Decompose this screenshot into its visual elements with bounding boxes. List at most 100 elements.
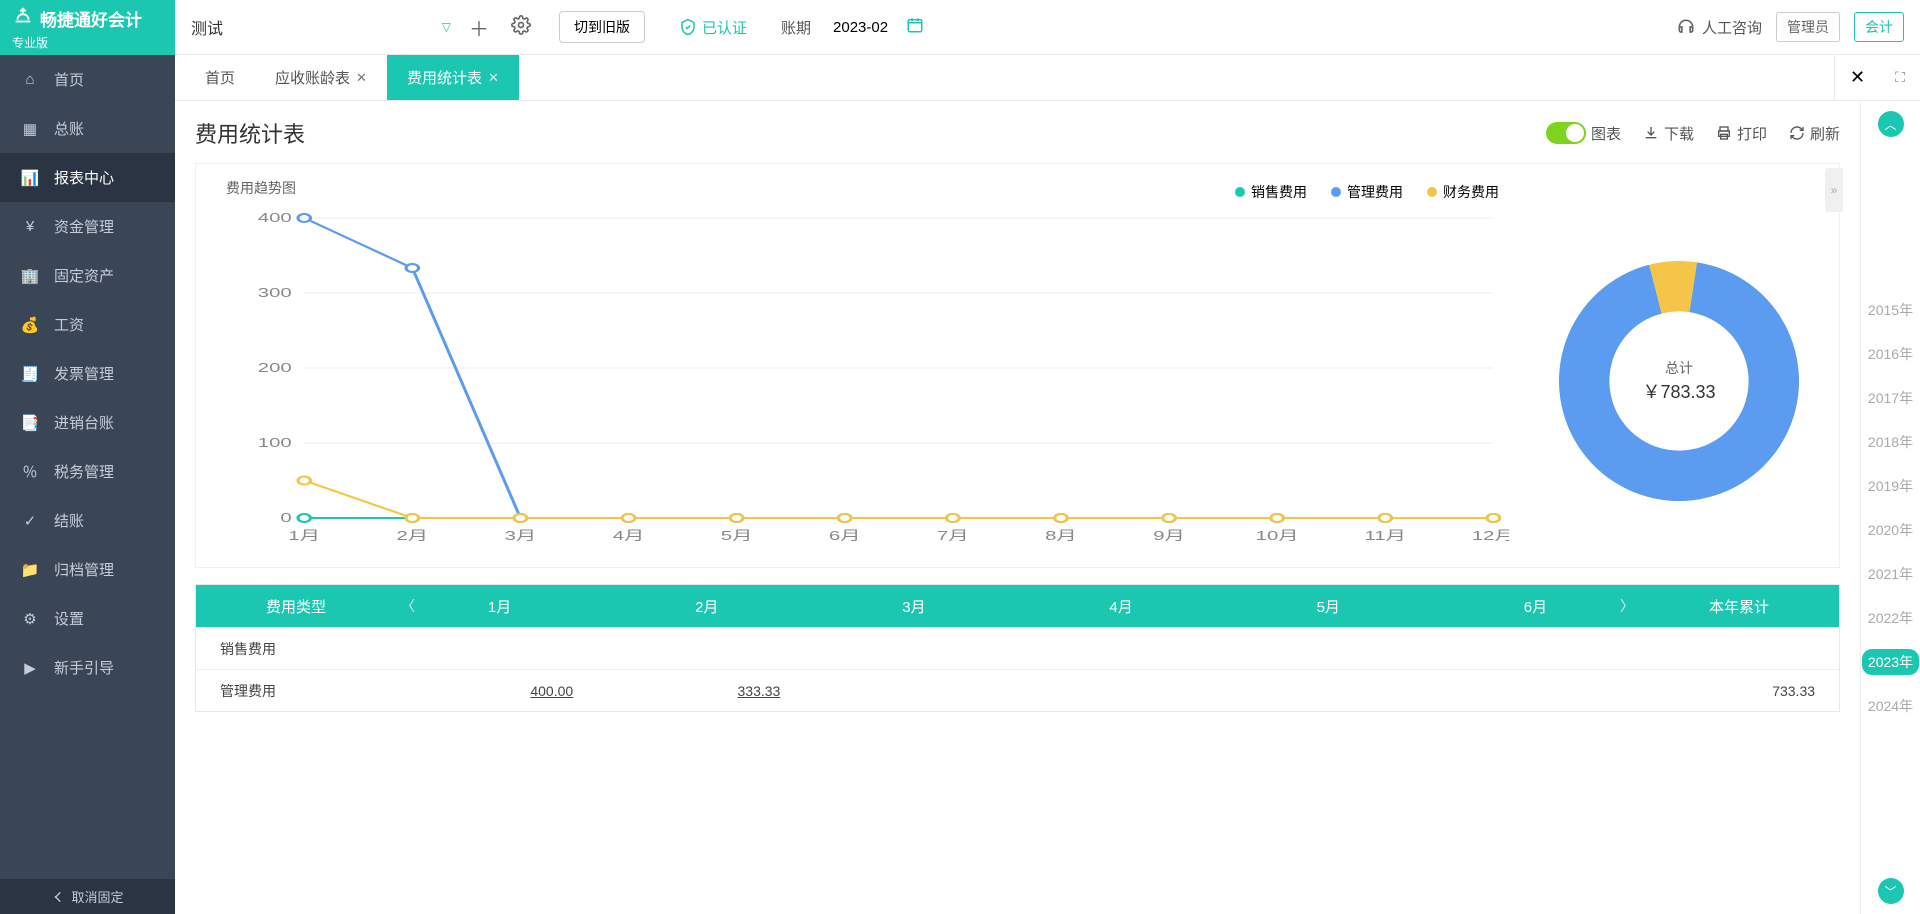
sidebar-item-12[interactable]: ▶新手引导 [0, 643, 175, 692]
year-option[interactable]: 2023年 [1862, 649, 1919, 675]
svg-text:7月: 7月 [937, 529, 969, 543]
year-down-button[interactable]: ﹀ [1878, 878, 1904, 904]
nav-icon: 📁 [20, 560, 40, 580]
sidebar-item-10[interactable]: 📁归档管理 [0, 545, 175, 594]
page: 费用统计表 图表 下载 打印 [175, 101, 1860, 914]
year-option[interactable]: 2017年 [1862, 385, 1919, 411]
tab-0[interactable]: 首页 [185, 55, 255, 100]
svg-text:400: 400 [258, 211, 292, 225]
nav-icon: ✓ [20, 511, 40, 531]
year-up-button[interactable]: ︿ [1878, 111, 1904, 137]
tab-close-icon[interactable]: ✕ [356, 70, 367, 86]
th-month: 5月 [1225, 596, 1432, 617]
nav-icon: ⚙ [20, 609, 40, 629]
nav: ⌂首页▦总账📊报表中心¥资金管理🏢固定资产💰工资🧾发票管理📑进销台账％税务管理✓… [0, 55, 175, 879]
legend-item[interactable]: 销售费用 [1235, 182, 1307, 202]
svg-text:9月: 9月 [1153, 529, 1185, 543]
sidebar-item-2[interactable]: 📊报表中心 [0, 153, 175, 202]
year-option[interactable]: 2021年 [1862, 561, 1919, 587]
tab-2[interactable]: 费用统计表✕ [387, 55, 519, 100]
next-months-button[interactable]: 〉 [1620, 596, 1634, 616]
nav-icon: ¥ [20, 217, 40, 237]
year-option[interactable]: 2024年 [1862, 693, 1919, 719]
th-month: 3月 [810, 596, 1017, 617]
year-option[interactable]: 2019年 [1862, 473, 1919, 499]
sidebar: 畅捷通好会计 专业版 ⌂首页▦总账📊报表中心¥资金管理🏢固定资产💰工资🧾发票管理… [0, 0, 175, 914]
sidebar-item-8[interactable]: ％税务管理 [0, 447, 175, 496]
tab-1[interactable]: 应收账龄表✕ [255, 55, 387, 100]
prev-months-button[interactable]: 〈 [401, 596, 415, 616]
table-cell[interactable]: 400.00 [396, 683, 603, 699]
sidebar-item-1[interactable]: ▦总账 [0, 104, 175, 153]
verified-badge: 已认证 [679, 17, 747, 38]
period-value[interactable]: 2023-02 [833, 19, 888, 36]
sidebar-item-3[interactable]: ¥资金管理 [0, 202, 175, 251]
sidebar-item-9[interactable]: ✓结账 [0, 496, 175, 545]
chart-toggle[interactable]: 图表 [1546, 122, 1621, 144]
old-version-button[interactable]: 切到旧版 [559, 11, 645, 43]
tabs: 首页应收账龄表✕费用统计表✕✕ ⛶ [175, 55, 1920, 101]
page-title: 费用统计表 [195, 117, 305, 149]
brand-name: 畅捷通好会计 [40, 6, 142, 31]
table-cell[interactable]: 333.33 [603, 683, 810, 699]
donut-value: ￥783.33 [1642, 378, 1715, 404]
chart-card: » 费用趋势图 销售费用管理费用财务费用 01002003004001月2月3月… [195, 163, 1840, 568]
add-icon[interactable]: ＋ [465, 9, 493, 46]
nav-icon: 📑 [20, 413, 40, 433]
sidebar-item-0[interactable]: ⌂首页 [0, 55, 175, 104]
close-all-tabs-button[interactable]: ✕ [1834, 55, 1880, 100]
legend-item[interactable]: 管理费用 [1331, 182, 1403, 202]
year-option[interactable]: 2020年 [1862, 517, 1919, 543]
fullscreen-icon[interactable]: ⛶ [1880, 55, 1920, 100]
topbar: 测试 ▽ ＋ 切到旧版 已认证 账期 2023-02 人工咨询 管理员 [175, 0, 1920, 55]
year-option[interactable]: 2022年 [1862, 605, 1919, 631]
svg-text:4月: 4月 [613, 529, 645, 543]
gear-icon[interactable] [507, 11, 535, 44]
donut-label: 总计 [1642, 358, 1715, 378]
year-rail: ︿ 2015年 2016年 2017年 2018年 2019年 2020年 2021年 202… [1860, 101, 1920, 914]
role-accountant-button[interactable]: 会计 [1854, 12, 1904, 42]
collapse-handle[interactable]: » [1825, 168, 1843, 212]
brand-logo-icon [12, 5, 34, 32]
year-option[interactable]: 2016年 [1862, 341, 1919, 367]
table-row: 管理费用400.00333.33733.33 [196, 669, 1839, 711]
brand: 畅捷通好会计 专业版 [0, 0, 175, 55]
th-month: 1月 [396, 596, 603, 617]
svg-text:12月: 12月 [1472, 529, 1509, 543]
year-option[interactable]: 2015年 [1862, 297, 1919, 323]
th-month: 4月 [1018, 596, 1225, 617]
sidebar-item-5[interactable]: 💰工资 [0, 300, 175, 349]
print-button[interactable]: 打印 [1716, 123, 1767, 144]
workspace-selector[interactable]: 测试 ▽ [191, 15, 451, 39]
table-row: 销售费用 [196, 627, 1839, 669]
svg-text:10月: 10月 [1256, 529, 1299, 543]
sidebar-item-7[interactable]: 📑进销台账 [0, 398, 175, 447]
nav-icon: 🏢 [20, 266, 40, 286]
line-chart: 销售费用管理费用财务费用 01002003004001月2月3月4月5月6月7月… [226, 208, 1509, 553]
role-admin-button[interactable]: 管理员 [1776, 12, 1840, 42]
legend-item[interactable]: 财务费用 [1427, 182, 1499, 202]
svg-text:3月: 3月 [505, 529, 537, 543]
sidebar-item-4[interactable]: 🏢固定资产 [0, 251, 175, 300]
svg-text:5月: 5月 [721, 529, 753, 543]
year-option[interactable]: 2018年 [1862, 429, 1919, 455]
expense-table: 费用类型〈1月2月3月4月5月6月〉本年累计 销售费用管理费用400.00333… [195, 584, 1840, 712]
nav-icon: 💰 [20, 315, 40, 335]
nav-icon: 🧾 [20, 364, 40, 384]
tab-close-icon[interactable]: ✕ [488, 70, 499, 86]
refresh-button[interactable]: 刷新 [1789, 123, 1840, 144]
sidebar-item-6[interactable]: 🧾发票管理 [0, 349, 175, 398]
support-link[interactable]: 人工咨询 [1676, 17, 1762, 38]
svg-text:0: 0 [280, 511, 291, 525]
brand-edition: 专业版 [12, 34, 163, 51]
calendar-icon[interactable] [902, 12, 928, 43]
download-button[interactable]: 下载 [1643, 123, 1694, 144]
svg-text:2月: 2月 [397, 529, 429, 543]
main: 测试 ▽ ＋ 切到旧版 已认证 账期 2023-02 人工咨询 管理员 [175, 0, 1920, 914]
svg-text:200: 200 [258, 361, 292, 375]
donut-chart: 总计 ￥783.33 [1549, 208, 1809, 553]
period-label: 账期 [781, 17, 811, 38]
sidebar-item-11[interactable]: ⚙设置 [0, 594, 175, 643]
chevron-down-icon: ▽ [442, 20, 451, 34]
unpin-button[interactable]: 取消固定 [0, 879, 175, 914]
